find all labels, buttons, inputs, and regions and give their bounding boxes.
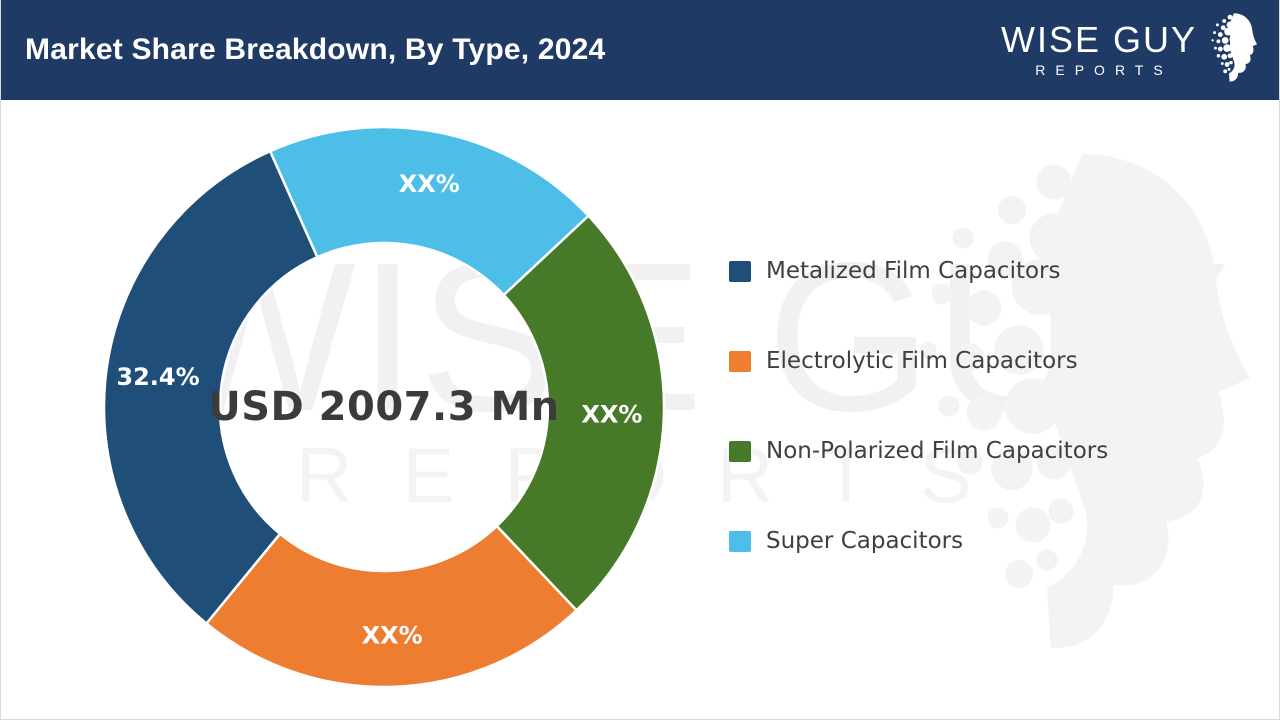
legend-swatch-metalized <box>729 260 751 282</box>
segment-label: 32.4% <box>116 363 199 391</box>
legend-item-metalized: Metalized Film Capacitors <box>729 258 1108 284</box>
donut-chart: XX% XX% XX% 32.4% <box>96 119 672 695</box>
legend-label: Electrolytic Film Capacitors <box>766 348 1078 374</box>
chart-area: WISE GUY REPORTS XX% XX% XX% 32.4% USD 2007… <box>1 100 1279 719</box>
page-title: Market Share Breakdown, By Type, 2024 <box>25 33 606 66</box>
legend-label: Metalized Film Capacitors <box>766 258 1061 284</box>
donut-segment <box>102 149 319 625</box>
donut-chart-svg: XX% XX% XX% 32.4% <box>102 125 666 689</box>
legend-item-electrolytic: Electrolytic Film Capacitors <box>729 348 1108 374</box>
donut-segment <box>495 214 666 612</box>
segment-label: XX% <box>399 170 460 198</box>
legend-item-super: Super Capacitors <box>729 528 1108 554</box>
donut-segment <box>205 524 578 689</box>
legend-item-non-polarized: Non-Polarized Film Capacitors <box>729 438 1108 464</box>
chart-legend: Metalized Film Capacitors Electrolytic F… <box>729 258 1108 618</box>
segment-label: XX% <box>581 400 642 428</box>
brand-subtitle: REPORTS <box>1035 62 1173 78</box>
legend-swatch-super <box>729 530 751 552</box>
brand-logo-text: WISE GUY REPORTS <box>1000 19 1197 79</box>
brand-logo: WISE GUY REPORTS <box>1001 11 1259 89</box>
header-bar: Market Share Breakdown, By Type, 2024 WI… <box>1 0 1279 100</box>
head-profile-logo-icon <box>1211 13 1258 82</box>
segment-label: XX% <box>362 621 423 649</box>
brand-name: WISE GUY <box>1000 19 1197 60</box>
legend-swatch-non-polarized <box>729 440 751 462</box>
legend-swatch-electrolytic <box>729 350 751 372</box>
legend-label: Non-Polarized Film Capacitors <box>766 438 1109 464</box>
donut-segment <box>268 125 590 297</box>
legend-label: Super Capacitors <box>766 528 964 554</box>
